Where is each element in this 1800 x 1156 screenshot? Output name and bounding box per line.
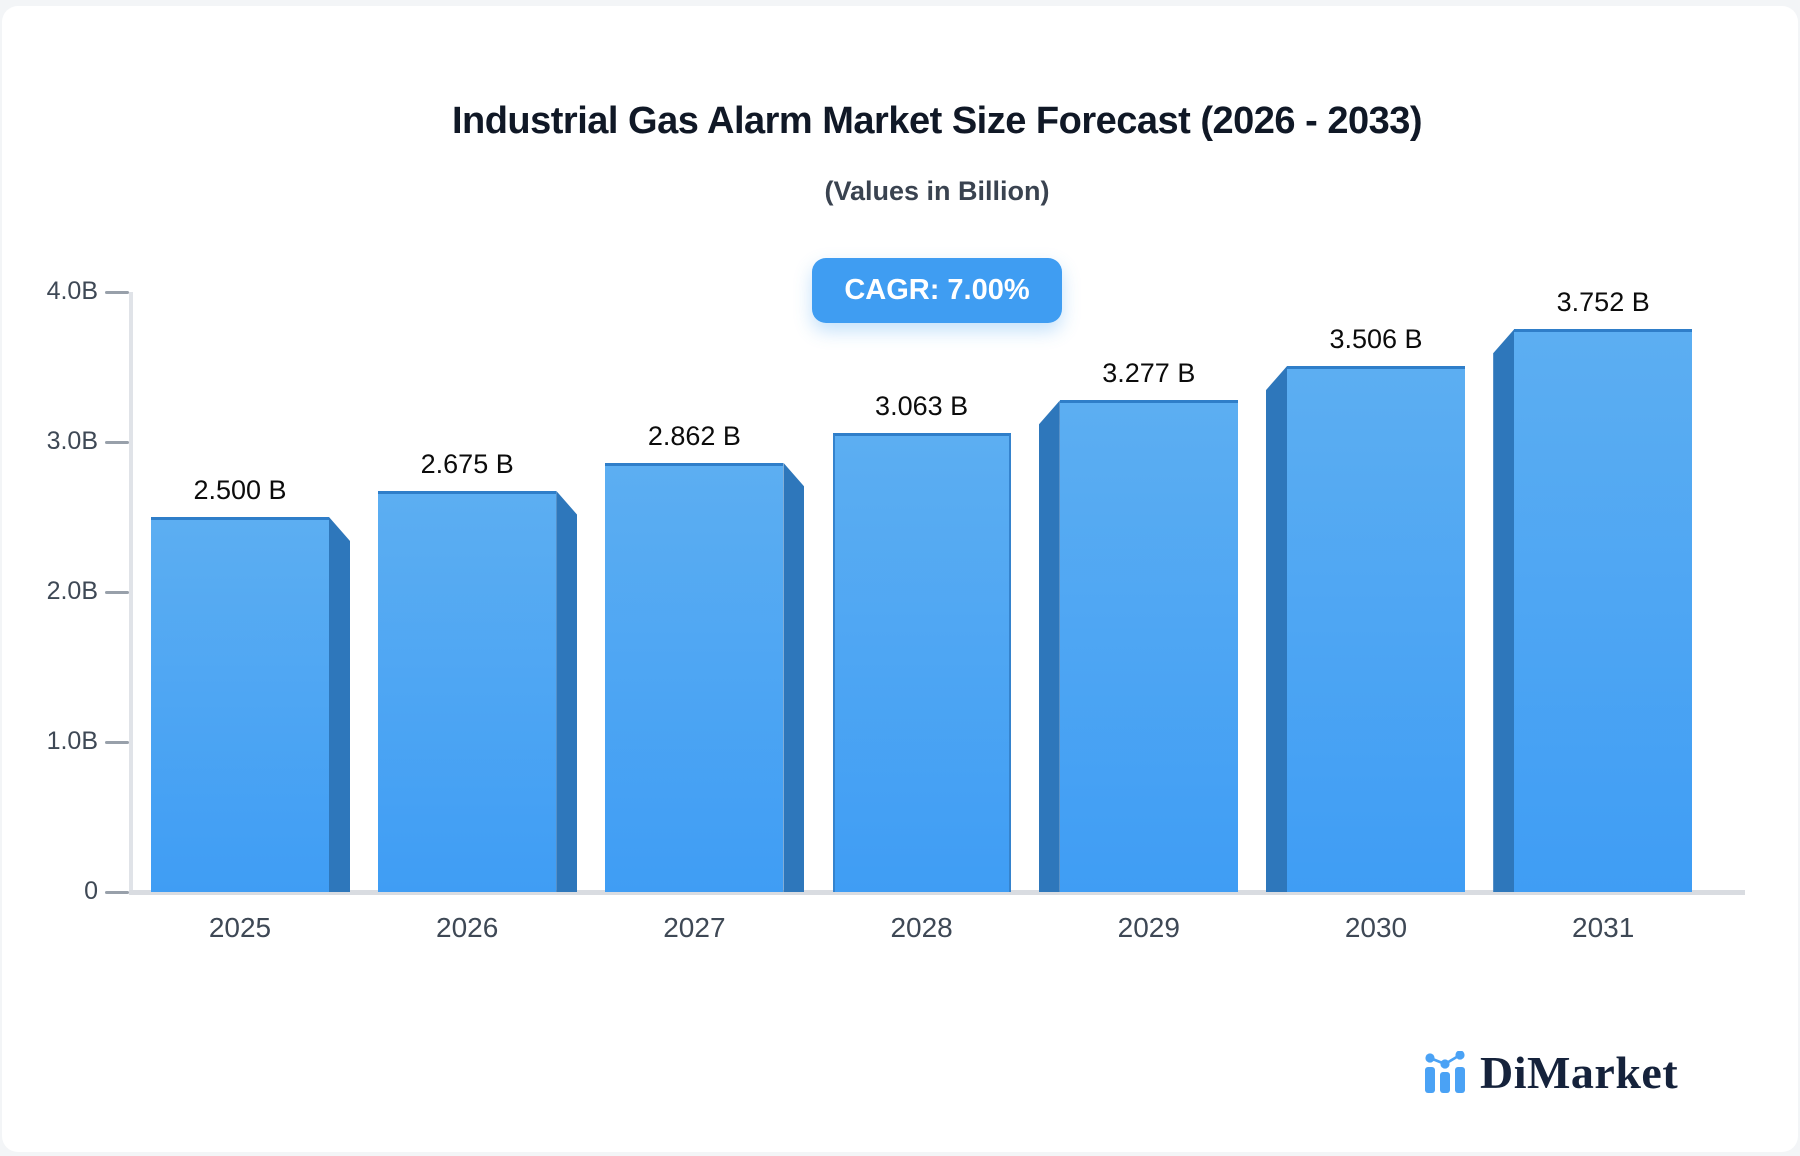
bar-value-label-2025: 2.500 B	[193, 475, 287, 505]
bar-value-label-2031: 3.752 B	[1556, 287, 1650, 318]
bar-2025	[151, 517, 329, 892]
x-axis-label-2028: 2028	[890, 912, 953, 943]
bar-2026	[378, 490, 557, 892]
bar-value-label-2029: 3.277 B	[1102, 358, 1196, 389]
y-axis-tick-label: 1.0B	[46, 727, 98, 755]
dimarket-logo: DiMarket	[1422, 1046, 1678, 1099]
y-axis-tick-label: 3.0B	[46, 427, 98, 455]
chart-title: Industrial Gas Alarm Market Size Forecas…	[451, 100, 1423, 142]
y-axis-tick	[105, 291, 129, 294]
bar-3d-side-2030	[1266, 366, 1287, 892]
bar-3d-side-2025	[329, 517, 350, 892]
bar-3d-side-2026	[556, 490, 578, 892]
cagr-badge-wrap: CAGR: 7.00%	[129, 258, 1745, 323]
bar-2028	[832, 432, 1011, 892]
y-axis-tick	[105, 741, 129, 744]
x-axis-label-2030: 2030	[1344, 912, 1408, 943]
x-axis-label-2025: 2025	[208, 912, 272, 943]
bar-2030	[1287, 366, 1465, 892]
bar-3d-side-2029	[1038, 400, 1060, 892]
bar-line-chart-icon	[1425, 1050, 1465, 1093]
bar-2029	[1059, 400, 1238, 892]
bar-3d-side-2027	[783, 462, 805, 892]
bar-value-label-2030: 3.506 B	[1329, 324, 1423, 355]
cagr-badge: CAGR: 7.00%	[812, 258, 1062, 323]
bar-value-label-2028: 3.063 B	[875, 390, 969, 421]
y-axis-tick-label: 2.0B	[46, 577, 98, 605]
y-axis-tick-label: 0	[84, 877, 98, 905]
bar-3d-side-2031	[1493, 329, 1515, 892]
bar-value-label-2026: 2.675 B	[420, 448, 514, 479]
x-axis-label-2026: 2026	[436, 912, 499, 943]
x-axis-label-2029: 2029	[1117, 912, 1180, 943]
y-axis-tick	[105, 891, 129, 894]
x-axis-label-2031: 2031	[1572, 912, 1635, 943]
y-axis-tick	[105, 441, 129, 444]
y-axis-tick	[105, 591, 129, 594]
chart-subtitle: (Values in Billion)	[824, 176, 1050, 206]
bar-2031	[1514, 329, 1693, 892]
x-axis-label-2027: 2027	[663, 912, 726, 943]
bar-2027	[605, 462, 784, 892]
x-axis-baseline	[129, 890, 1745, 895]
chart-card: Industrial Gas Alarm Market Size Forecas…	[2, 6, 1798, 1152]
bar-value-label-2027: 2.862 B	[647, 420, 741, 451]
dimarket-logo-text: DiMarket	[1480, 1047, 1679, 1098]
y-axis-line	[129, 292, 133, 892]
y-axis-tick-label: 4.0B	[46, 277, 98, 305]
